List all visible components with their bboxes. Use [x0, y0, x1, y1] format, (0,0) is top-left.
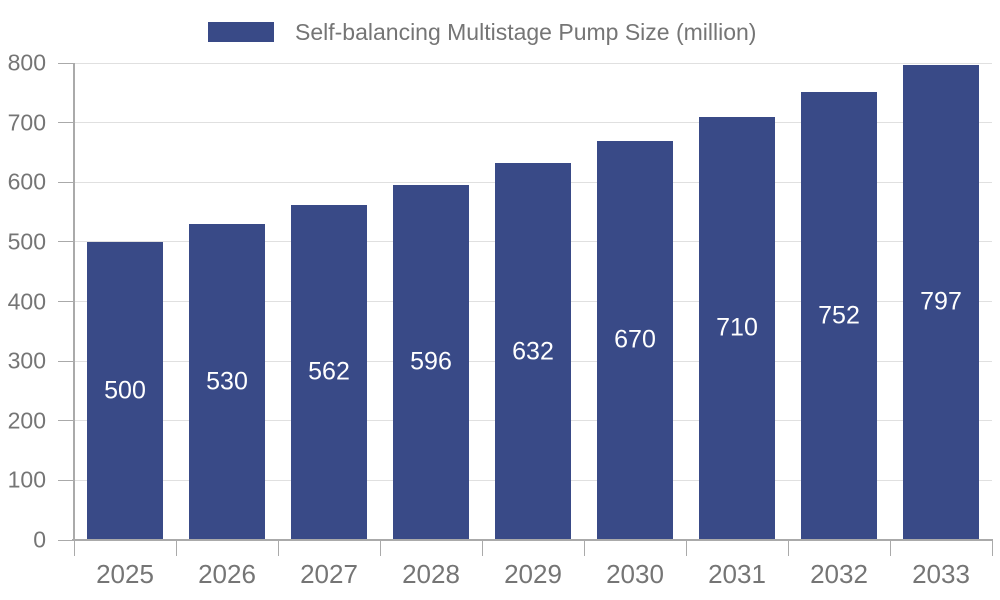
y-axis-tick-label: 600: [7, 168, 46, 195]
bar-value-label: 530: [206, 367, 248, 396]
x-axis-tick-label: 2029: [504, 559, 562, 589]
y-axis-tick-label: 200: [7, 407, 46, 434]
gridline: [74, 62, 992, 64]
bar-2030[interactable]: [597, 140, 673, 540]
x-axis-tick-label: 2028: [402, 559, 460, 589]
legend-item[interactable]: Self-balancing Multistage Pump Size (mil…: [208, 12, 756, 52]
bar-value-label: 710: [716, 313, 758, 342]
legend-swatch: [208, 22, 274, 42]
x-axis-tick: [787, 540, 789, 556]
x-axis-tick: [583, 540, 585, 556]
y-axis-tick: [58, 301, 73, 302]
bar-value-label: 500: [104, 376, 146, 405]
gridline: [74, 122, 992, 124]
bar-value-label: 596: [410, 347, 452, 376]
bar-value-label: 797: [920, 287, 962, 316]
bar-value-label: 562: [308, 357, 350, 386]
y-axis-tick: [58, 360, 73, 362]
x-axis-tick: [685, 540, 687, 556]
x-axis-tick-label: 2025: [96, 559, 154, 589]
y-axis-tick-label: 0: [33, 526, 46, 553]
y-axis-line: [73, 63, 75, 540]
y-axis-tick-label: 400: [7, 288, 46, 314]
x-axis-tick-label: 2026: [198, 559, 256, 589]
bar-value-label: 670: [614, 325, 656, 354]
x-axis-tick-label: 2031: [708, 559, 766, 589]
bar-2033[interactable]: [903, 64, 979, 540]
bar-2032[interactable]: [801, 91, 877, 540]
bar-2025[interactable]: [87, 241, 163, 540]
y-axis-tick: [58, 181, 73, 183]
x-axis-tick: [991, 540, 993, 556]
bar-2028[interactable]: [393, 184, 469, 540]
y-axis-tick-label: 800: [7, 49, 46, 76]
x-axis-tick: [175, 540, 177, 556]
bar-value-label: 752: [818, 301, 860, 330]
y-axis-tick: [58, 479, 73, 481]
y-axis-tick: [58, 539, 73, 541]
bar-2031[interactable]: [699, 116, 775, 540]
y-axis-tick-label: 500: [7, 228, 46, 255]
bar-2027[interactable]: [291, 204, 367, 540]
x-axis-tick-label: 2027: [300, 559, 358, 589]
y-axis-tick: [58, 122, 73, 124]
bar-value-label: 632: [512, 337, 554, 366]
y-axis-tick-label: 300: [7, 347, 46, 374]
x-axis-tick-label: 2033: [912, 559, 970, 589]
x-axis-tick-label: 2032: [810, 559, 868, 589]
x-axis-tick: [889, 540, 891, 556]
x-axis-tick: [277, 540, 279, 556]
legend-label: Self-balancing Multistage Pump Size (mil…: [295, 18, 757, 45]
x-axis-tick: [73, 540, 75, 556]
y-axis-tick: [58, 62, 73, 64]
y-axis-tick-label: 700: [7, 109, 46, 136]
x-axis-tick-label: 2030: [606, 559, 664, 589]
y-axis-tick: [58, 420, 73, 422]
x-axis-line: [72, 539, 993, 541]
bar-2029[interactable]: [495, 163, 571, 540]
bar-2026[interactable]: [189, 223, 265, 540]
x-axis-tick: [379, 540, 381, 556]
y-axis-tick: [58, 241, 73, 243]
x-axis-tick: [481, 540, 483, 556]
y-axis-tick-label: 100: [7, 466, 46, 493]
